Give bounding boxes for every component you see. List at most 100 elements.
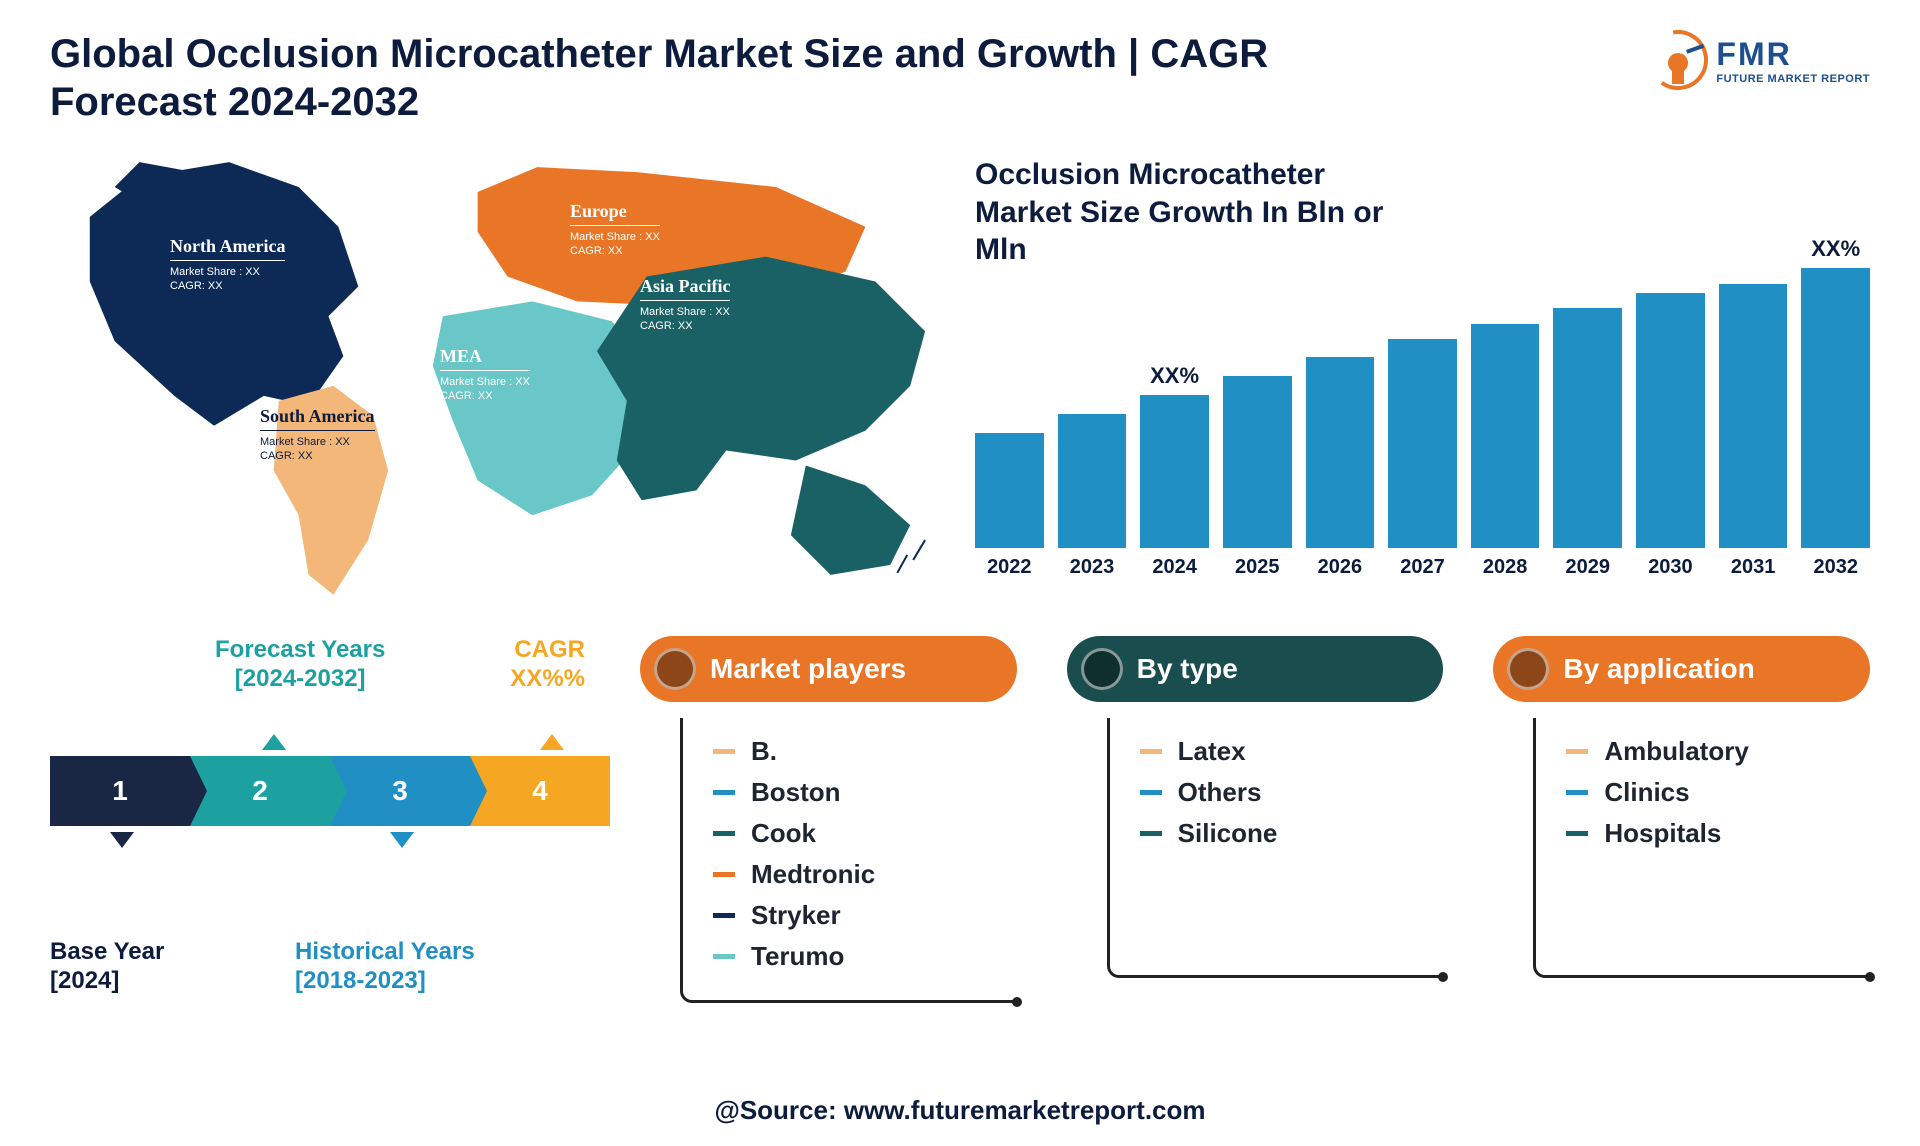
chart-bar: 2027 (1388, 339, 1457, 579)
region-cagr: CAGR: XX (170, 279, 285, 293)
logo-icon (1648, 30, 1708, 90)
timeline-segment: 3 (330, 756, 470, 826)
bar-x-label: 2027 (1400, 556, 1445, 579)
category-item: Medtronic (713, 859, 997, 890)
timeline-hist-label: Historical Years [2018-2023] (295, 938, 475, 996)
bar-rect (975, 433, 1044, 548)
region-cagr: CAGR: XX (640, 319, 730, 333)
world-map: North AmericaMarket Share : XXCAGR: XXSo… (50, 146, 945, 596)
chart-bar: 2030 (1636, 293, 1705, 579)
timeline-segment: 1 (50, 756, 190, 826)
chart-bar: XX%2024 (1140, 395, 1209, 579)
bar-x-label: 2031 (1731, 556, 1776, 579)
tick-icon (713, 954, 735, 959)
bar-top-label: XX% (1811, 236, 1860, 262)
category-item-label: B. (751, 736, 777, 767)
category-item-label: Others (1178, 777, 1262, 808)
bar-chart: Occlusion Microcatheter Market Size Grow… (975, 146, 1870, 596)
chart-bar: 2028 (1471, 324, 1540, 579)
bar-top-label: XX% (1150, 363, 1199, 389)
lower-section: Forecast Years [2024-2032] CAGR XX%% 123… (50, 636, 1870, 1003)
region-name: South America (260, 406, 375, 427)
category-column: By type Latex Others Silicone (1067, 636, 1444, 1003)
chart-bar: XX%2032 (1801, 268, 1870, 579)
tick-icon (713, 872, 735, 877)
region-callout-europe: EuropeMarket Share : XXCAGR: XX (570, 201, 660, 259)
category-item-label: Boston (751, 777, 841, 808)
tick-icon (1140, 749, 1162, 754)
category-item-label: Stryker (751, 900, 841, 931)
bar-rect (1471, 324, 1540, 548)
category-item: Cook (713, 818, 997, 849)
category-pill: By type (1067, 636, 1444, 702)
category-item: Silicone (1140, 818, 1424, 849)
region-share: Market Share : XX (170, 265, 285, 279)
region-name: MEA (440, 346, 530, 367)
page-title: Global Occlusion Microcatheter Market Si… (50, 30, 1350, 126)
bar-rect (1306, 357, 1375, 548)
bar-rect (1801, 268, 1870, 548)
category-bracket: B. Boston Cook Medtronic Stryker Terumo (680, 718, 1017, 1003)
category-bracket: Latex Others Silicone (1107, 718, 1444, 978)
bar-x-label: 2028 (1483, 556, 1528, 579)
bar-x-label: 2030 (1648, 556, 1693, 579)
timeline-forecast-label: Forecast Years [2024-2032] (215, 636, 385, 694)
category-item-label: Latex (1178, 736, 1246, 767)
bar-x-label: 2029 (1566, 556, 1611, 579)
region-share: Market Share : XX (570, 230, 660, 244)
chart-bar: 2026 (1306, 357, 1375, 579)
bar-rect (1388, 339, 1457, 548)
tick-icon (1566, 790, 1588, 795)
chart-bar: 2023 (1058, 414, 1127, 579)
category-bracket: Ambulatory Clinics Hospitals (1533, 718, 1870, 978)
chart-bar: 2029 (1553, 308, 1622, 579)
source-text: @Source: www.futuremarketreport.com (714, 1095, 1205, 1126)
nz-shape (897, 540, 925, 573)
region-share: Market Share : XX (260, 435, 375, 449)
bar-x-label: 2022 (987, 556, 1032, 579)
bar-x-label: 2032 (1813, 556, 1858, 579)
bar-x-label: 2024 (1152, 556, 1197, 579)
chart-title: Occlusion Microcatheter Market Size Grow… (975, 156, 1395, 269)
chart-bars: 20222023XX%20242025202620272028202920302… (975, 299, 1870, 579)
category-pill: Market players (640, 636, 1017, 702)
region-share: Market Share : XX (440, 375, 530, 389)
tick-icon (1566, 831, 1588, 836)
tick-icon (713, 749, 735, 754)
category-item: Hospitals (1566, 818, 1850, 849)
logo-main-text: FMR (1716, 36, 1870, 73)
region-callout-asia_pacific: Asia PacificMarket Share : XXCAGR: XX (640, 276, 730, 334)
bar-x-label: 2026 (1318, 556, 1363, 579)
tick-icon (713, 790, 735, 795)
category-item-label: Ambulatory (1604, 736, 1748, 767)
bar-rect (1719, 284, 1788, 548)
category-columns: Market players B. Boston Cook Medtronic Stryk… (640, 636, 1870, 1003)
tick-icon (1140, 831, 1162, 836)
category-item-label: Terumo (751, 941, 844, 972)
category-item: Latex (1140, 736, 1424, 767)
category-item: Terumo (713, 941, 997, 972)
category-item-label: Clinics (1604, 777, 1689, 808)
timeline-bar: 1234 (50, 756, 610, 826)
category-item: Boston (713, 777, 997, 808)
bar-x-label: 2025 (1235, 556, 1280, 579)
bar-rect (1553, 308, 1622, 548)
chart-bar: 2022 (975, 433, 1044, 579)
region-callout-mea: MEAMarket Share : XXCAGR: XX (440, 346, 530, 404)
category-column: By applicationAmbulatoryClinicsHospitals (1493, 636, 1870, 1003)
region-name: North America (170, 236, 285, 257)
timeline-base-label: Base Year [2024] (50, 938, 164, 996)
timeline-segment: 2 (190, 756, 330, 826)
region-name: Europe (570, 201, 660, 222)
tick-icon (1140, 790, 1162, 795)
arrow-up-icon (262, 734, 286, 750)
category-item-label: Cook (751, 818, 816, 849)
region-callout-south_america: South America Market Share : XXCAGR: XX (260, 406, 375, 464)
bar-rect (1140, 395, 1209, 548)
category-item: B. (713, 736, 997, 767)
region-cagr: CAGR: XX (260, 449, 375, 463)
category-item-label: Medtronic (751, 859, 875, 890)
category-item: Clinics (1566, 777, 1850, 808)
category-item: Ambulatory (1566, 736, 1850, 767)
timeline-segment: 4 (470, 756, 610, 826)
